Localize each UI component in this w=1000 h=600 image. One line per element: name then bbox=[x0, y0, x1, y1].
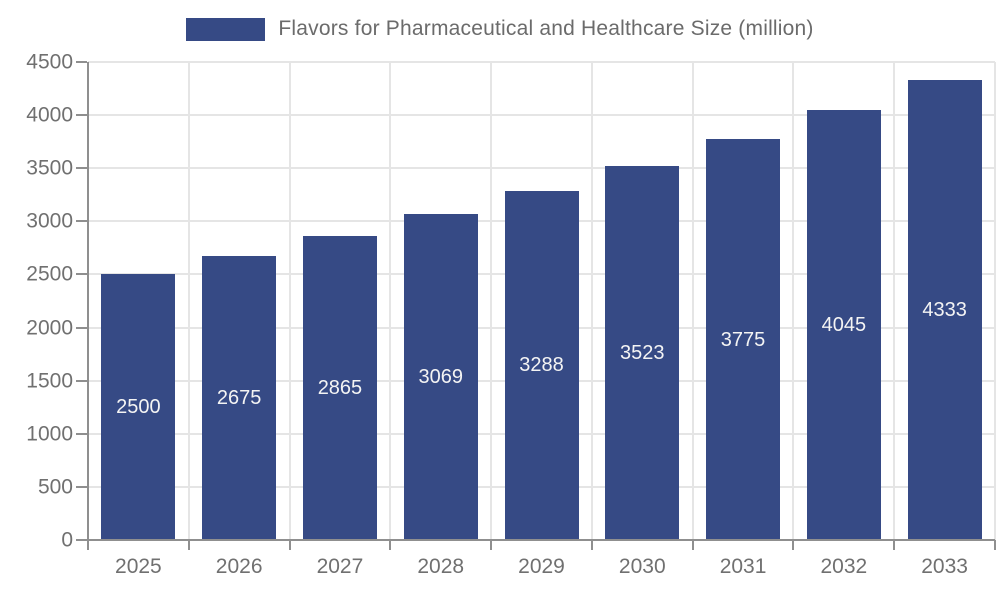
gridline-v bbox=[994, 62, 996, 540]
y-tick bbox=[76, 273, 87, 276]
gridline-v bbox=[893, 62, 896, 540]
gridline-v bbox=[691, 62, 694, 540]
y-tick-label: 0 bbox=[61, 528, 73, 552]
y-tick-label: 3000 bbox=[26, 209, 73, 233]
x-tick bbox=[389, 540, 392, 550]
bar[interactable]: 4045 bbox=[806, 110, 881, 540]
y-tick-label: 2000 bbox=[26, 316, 73, 340]
bar[interactable]: 3069 bbox=[403, 214, 478, 540]
bar-value-label: 3775 bbox=[720, 328, 766, 351]
legend-swatch bbox=[186, 17, 266, 41]
y-tick bbox=[76, 61, 87, 63]
bar-value-label: 3288 bbox=[519, 354, 564, 377]
x-tick-label: 2031 bbox=[719, 555, 767, 578]
x-tick bbox=[691, 540, 694, 550]
x-tick bbox=[187, 540, 190, 550]
bar[interactable]: 2500 bbox=[101, 274, 176, 540]
x-tick bbox=[490, 540, 493, 550]
y-tick-label: 1500 bbox=[26, 369, 73, 393]
x-tick-label: 2032 bbox=[820, 555, 868, 578]
gridline-v bbox=[490, 62, 493, 540]
y-tick bbox=[76, 220, 87, 223]
bar[interactable]: 3523 bbox=[605, 165, 680, 540]
y-axis-line bbox=[87, 62, 89, 550]
x-tick-label: 2033 bbox=[921, 555, 968, 578]
y-tick-label: 4500 bbox=[26, 50, 73, 74]
y-tick-label: 3500 bbox=[26, 156, 73, 180]
y-tick bbox=[76, 379, 87, 382]
gridline-v bbox=[590, 62, 593, 540]
bar-value-label: 4333 bbox=[922, 298, 967, 321]
bar-value-label: 3069 bbox=[418, 366, 463, 388]
y-tick-label: 1000 bbox=[26, 422, 73, 446]
bar-value-label: 2500 bbox=[116, 396, 161, 419]
bar[interactable]: 4333 bbox=[907, 79, 982, 540]
bar-value-label: 2675 bbox=[216, 386, 262, 409]
x-tick bbox=[994, 540, 996, 550]
x-tick bbox=[590, 540, 593, 550]
y-tick-label: 500 bbox=[37, 475, 73, 499]
bar-value-label: 2865 bbox=[317, 376, 363, 399]
legend[interactable]: Flavors for Pharmaceutical and Healthcar… bbox=[0, 17, 1000, 41]
bar-value-label: 4045 bbox=[821, 314, 867, 337]
x-tick-label: 2026 bbox=[215, 555, 263, 578]
plot-area: 0 500 1000 1500 2000 2500 3000 3500 4000 4500 2500… bbox=[26, 52, 996, 577]
y-tick bbox=[76, 167, 87, 170]
x-tick-label: 2028 bbox=[417, 555, 465, 578]
x-tick-label: 2029 bbox=[518, 555, 565, 578]
y-tick bbox=[76, 326, 87, 329]
gridline-v bbox=[288, 62, 291, 540]
x-tick-label: 2030 bbox=[618, 555, 666, 578]
x-tick bbox=[893, 540, 896, 550]
y-tick-label: 2500 bbox=[26, 262, 73, 286]
gridline-v bbox=[389, 62, 392, 540]
x-tick bbox=[792, 540, 795, 550]
bar[interactable]: 3775 bbox=[706, 139, 781, 540]
gridline-v bbox=[792, 62, 795, 540]
gridline-v bbox=[187, 62, 190, 540]
x-axis-line bbox=[87, 539, 995, 541]
y-tick bbox=[76, 432, 87, 435]
gridline-h bbox=[88, 167, 995, 170]
y-tick bbox=[76, 114, 87, 117]
bar[interactable]: 2675 bbox=[202, 255, 277, 540]
legend-label: Flavors for Pharmaceutical and Healthcar… bbox=[278, 17, 814, 40]
x-tick-label: 2025 bbox=[115, 555, 162, 578]
gridline-h bbox=[88, 114, 995, 117]
bar[interactable]: 3288 bbox=[504, 190, 579, 540]
x-tick-label: 2027 bbox=[316, 555, 364, 578]
y-tick-label: 4000 bbox=[26, 103, 73, 127]
y-tick bbox=[76, 485, 87, 488]
x-tick bbox=[288, 540, 291, 550]
y-tick bbox=[76, 539, 87, 541]
bar-value-label: 3523 bbox=[620, 341, 665, 364]
bar[interactable]: 2865 bbox=[302, 235, 377, 540]
gridline-h bbox=[88, 61, 995, 63]
